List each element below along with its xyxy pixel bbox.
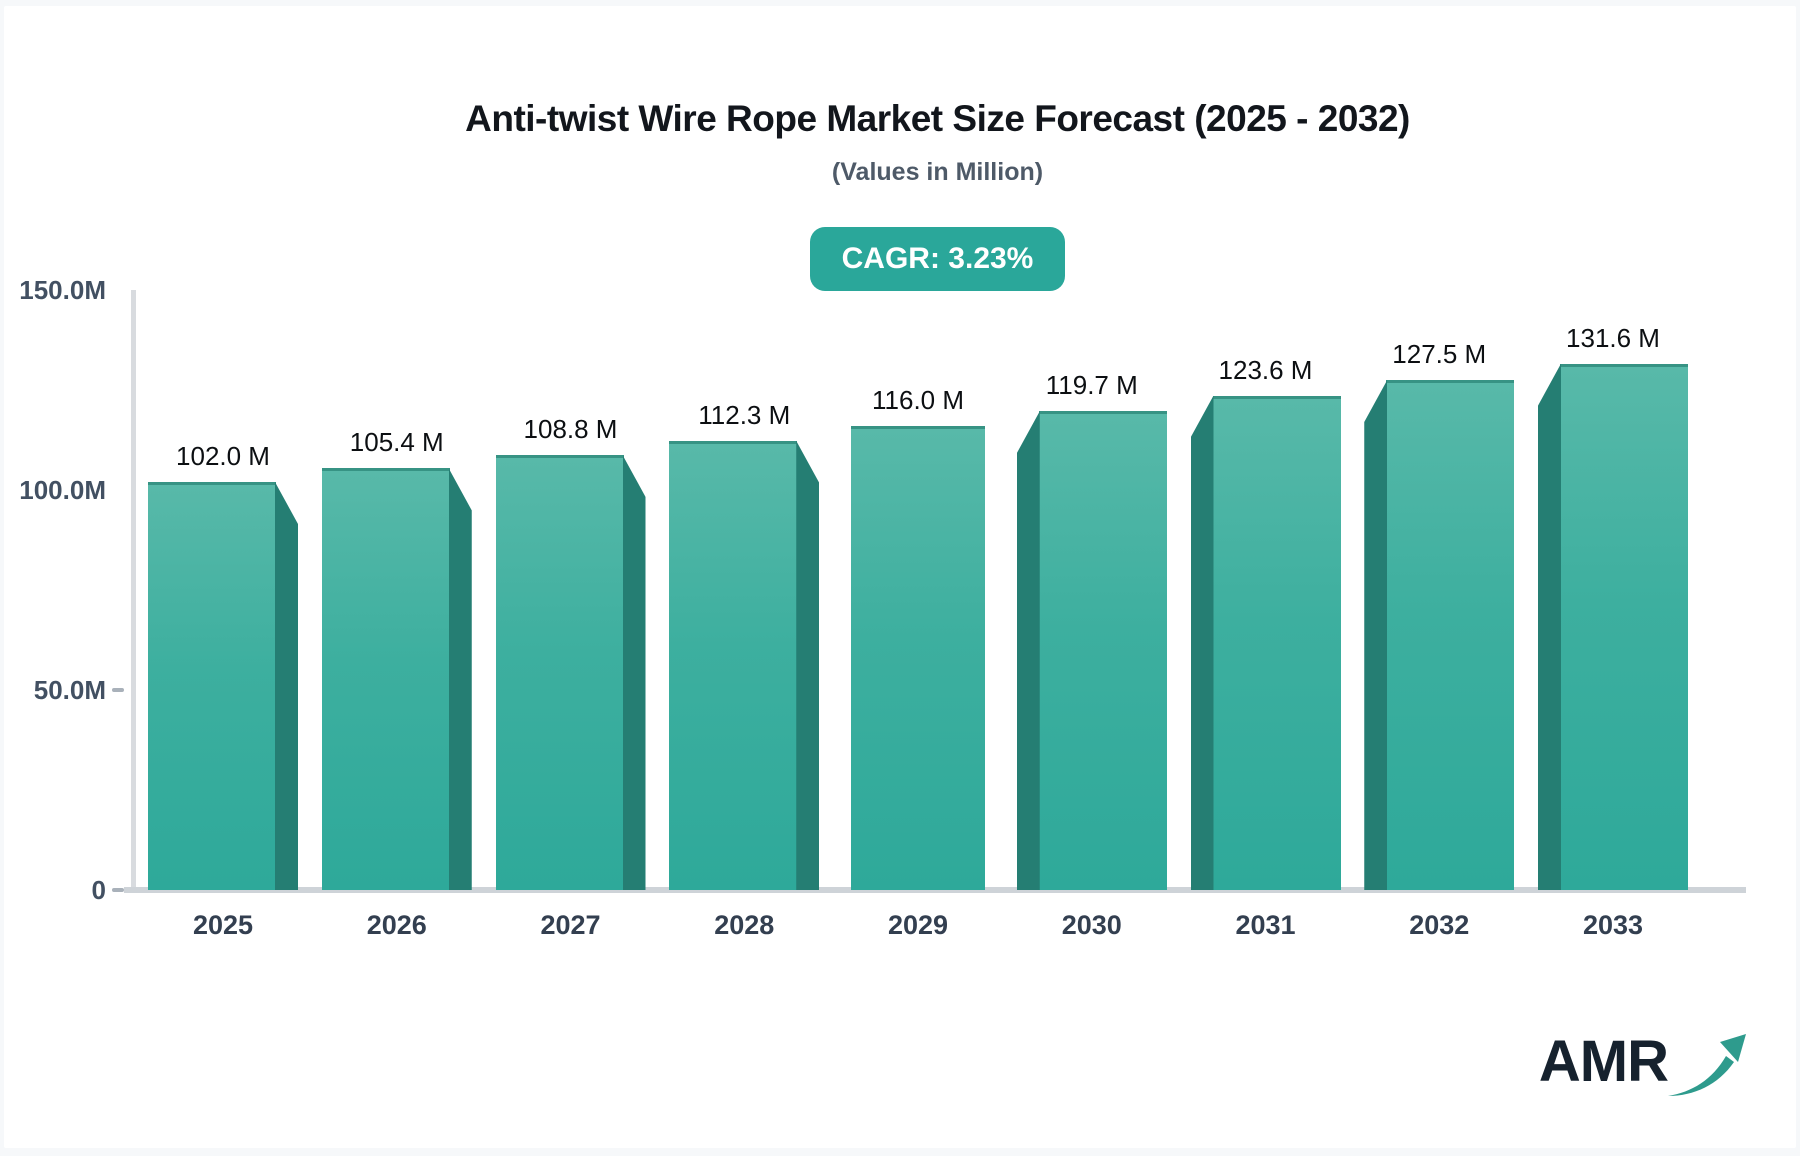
- x-axis-tick-label: 2027: [540, 910, 601, 940]
- x-axis-tick-label: 2033: [1582, 910, 1644, 940]
- bar-group-2033: 131.6 M 2033: [1538, 323, 1688, 940]
- x-axis-tick-label: 2030: [1061, 910, 1122, 940]
- amr-logo: AMR: [1539, 1022, 1748, 1102]
- bar-value-label: 108.8 M: [523, 413, 618, 444]
- amr-logo-text: AMR: [1538, 1029, 1669, 1094]
- bar-front-face: [495, 454, 624, 890]
- bar-front-face: [1038, 411, 1167, 890]
- x-axis-tick-label: 2032: [1409, 910, 1470, 940]
- y-axis-tick-label: 50.0M: [33, 675, 106, 705]
- bar-value-label: 123.6 M: [1218, 354, 1313, 385]
- bar-front-face: [1212, 395, 1341, 890]
- bar-2029: 116.0 M: [843, 385, 993, 890]
- bars-row: 102.0 M 2025 105.4 M 2026 108.8 M 2027 112.3 M…: [136, 290, 1746, 940]
- bar-front-face: [1560, 363, 1688, 890]
- bar-side-face: [448, 468, 472, 890]
- cagr-badge: CAGR: 3.23%: [809, 227, 1066, 291]
- bar-front-face: [148, 482, 276, 890]
- bar-side-face: [796, 440, 820, 890]
- chart-card: Anti-twist Wire Rope Market Size Forecas…: [4, 6, 1796, 1148]
- bar-front-face: [851, 426, 985, 890]
- bar-2028: 112.3 M: [669, 400, 820, 890]
- bar-side-face: [275, 482, 298, 890]
- growth-arrow-icon: [1668, 1034, 1746, 1096]
- bar-value-label: 116.0 M: [871, 385, 965, 415]
- bar-value-label: 112.3 M: [698, 399, 791, 430]
- bar-side-face: [1364, 380, 1388, 890]
- bar-2033: 131.6 M: [1538, 323, 1688, 890]
- y-axis-line: [131, 290, 136, 892]
- x-axis-tick-label: 2026: [366, 910, 427, 940]
- bar-group-2028: 112.3 M 2028: [669, 400, 820, 940]
- bar-2027: 108.8 M: [495, 414, 646, 890]
- bar-value-label: 119.7 M: [1045, 370, 1138, 401]
- bar-group-2027: 108.8 M 2027: [495, 414, 646, 940]
- x-axis-tick-label: 2028: [714, 910, 775, 940]
- x-axis-tick-label: 2029: [887, 910, 949, 940]
- bar-front-face: [1386, 380, 1515, 890]
- bar-value-label: 105.4 M: [349, 427, 444, 458]
- bar-group-2029: 116.0 M 2029: [843, 385, 993, 940]
- bar-group-2031: 123.6 M 2031: [1190, 355, 1341, 940]
- bar-front-face: [669, 440, 798, 890]
- chart-subtitle: (Values in Million): [831, 158, 1044, 186]
- chart-header: Anti-twist Wire Rope Market Size Forecas…: [134, 6, 1741, 291]
- bar-2026: 105.4 M: [321, 427, 472, 890]
- bar-2030: 119.7 M: [1016, 370, 1167, 890]
- x-axis-baseline: [124, 887, 1746, 893]
- bar-side-face: [1190, 395, 1214, 890]
- bar-group-2026: 105.4 M 2026: [321, 427, 472, 940]
- bar-value-label: 127.5 M: [1392, 339, 1487, 369]
- x-axis-tick-label: 2025: [192, 910, 254, 940]
- bar-group-2032: 127.5 M 2032: [1364, 339, 1515, 940]
- bar-chart-plot-area: 150.0M 100.0M 50.0M 0 102.0 M 2025 105.4 M 202…: [19, 275, 1746, 940]
- bar-side-face: [1538, 363, 1561, 890]
- bar-2025: 102.0 M: [148, 441, 298, 890]
- bar-2032: 127.5 M: [1364, 339, 1515, 890]
- bar-2031: 123.6 M: [1190, 355, 1341, 890]
- bar-front-face: [321, 468, 450, 890]
- y-axis-tick-label: 100.0M: [19, 475, 106, 505]
- y-axis-tick-label: 0: [91, 875, 106, 905]
- bar-group-2030: 119.7 M 2030: [1016, 370, 1167, 940]
- bar-side-face: [1016, 411, 1040, 890]
- bar-value-label: 102.0 M: [176, 441, 270, 471]
- y-axis-tick-label: 150.0M: [19, 275, 106, 305]
- bar-value-label: 131.6 M: [1566, 322, 1660, 353]
- x-axis-tick-label: 2031: [1235, 910, 1296, 940]
- y-axis-tick-mark: [112, 688, 124, 692]
- bar-side-face: [622, 454, 646, 890]
- chart-title: Anti-twist Wire Rope Market Size Forecas…: [465, 98, 1410, 139]
- y-axis-tick-mark: [112, 888, 124, 892]
- bar-group-2025: 102.0 M 2025: [148, 441, 298, 940]
